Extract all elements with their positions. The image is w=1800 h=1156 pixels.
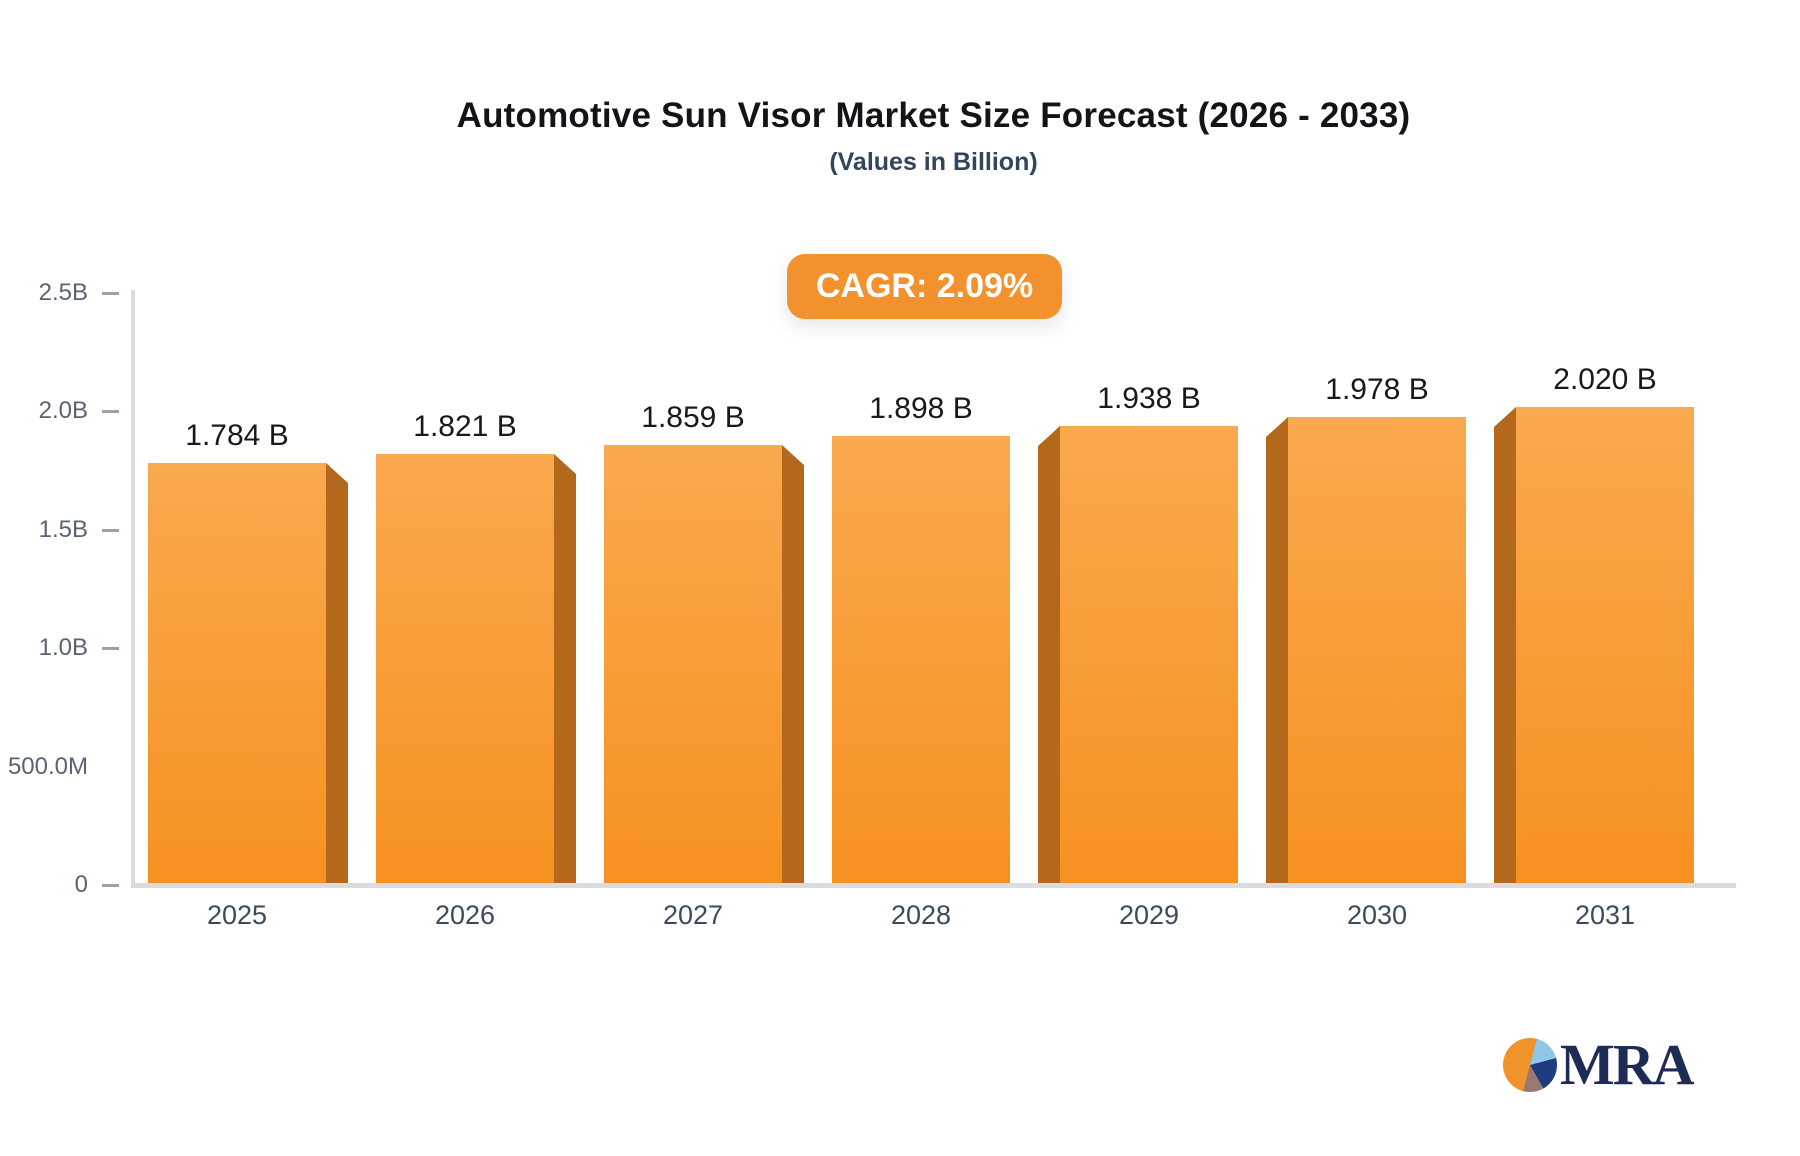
y-axis-label: 1.0B xyxy=(38,634,88,662)
x-axis-label: 2029 xyxy=(1118,900,1180,930)
chart-title: Automotive Sun Visor Market Size Forecas… xyxy=(456,96,1411,135)
x-axis-baseline xyxy=(131,883,1736,888)
y-axis-label: 0 xyxy=(74,871,88,898)
bar-side-2031 xyxy=(1494,407,1516,886)
chart-subtitle: (Values in Billion) xyxy=(829,148,1038,176)
bar-value-label: 1.859 B xyxy=(641,401,745,434)
cagr-badge-label: CAGR: 2.09% xyxy=(815,267,1034,305)
x-axis-label: 2027 xyxy=(662,900,724,930)
mra-logo: MRA xyxy=(1503,1032,1695,1097)
y-axis-tick xyxy=(102,528,119,532)
y-axis-label: 1.5B xyxy=(38,515,88,543)
bar-value-label: 1.978 B xyxy=(1325,373,1429,406)
bar-2028 xyxy=(832,436,1010,886)
bar-2025 xyxy=(148,463,326,886)
bar-value-label: 1.938 B xyxy=(1097,382,1201,415)
bar-2029 xyxy=(1060,426,1238,886)
x-axis-label: 2028 xyxy=(890,900,952,930)
bar-2031 xyxy=(1516,407,1694,886)
bar-value-label: 1.821 B xyxy=(413,410,517,443)
bar-side-2027 xyxy=(782,445,804,886)
y-axis-tick xyxy=(102,292,119,295)
bar-side-2029 xyxy=(1038,426,1060,886)
logo-text: MRA xyxy=(1560,1032,1695,1097)
bar-side-2026 xyxy=(554,454,576,886)
y-axis-tick xyxy=(102,884,119,887)
bar-side-2025 xyxy=(326,463,348,886)
y-axis-tick xyxy=(102,647,119,651)
y-axis-label: 2.5B xyxy=(38,279,88,306)
y-axis-tick xyxy=(102,410,119,414)
logo-pie-icon xyxy=(1503,1038,1557,1092)
y-axis-label: 500.0M xyxy=(7,752,88,780)
x-axis-label: 2026 xyxy=(434,900,496,930)
bar-2027 xyxy=(604,445,782,886)
x-axis-label: 2025 xyxy=(206,900,268,930)
bar-side-2030 xyxy=(1266,417,1288,886)
y-axis-label: 2.0B xyxy=(38,397,88,425)
cagr-badge: CAGR: 2.09% xyxy=(787,254,1062,319)
x-axis-label: 2031 xyxy=(1574,900,1636,930)
bar-2030 xyxy=(1288,417,1466,886)
bar-value-label: 2.020 B xyxy=(1553,363,1657,396)
y-axis-line xyxy=(131,290,135,884)
bar-value-label: 1.784 B xyxy=(185,419,289,452)
x-axis-label: 2030 xyxy=(1346,900,1408,930)
bar-2026 xyxy=(376,454,554,886)
bar-value-label: 1.898 B xyxy=(869,392,973,425)
